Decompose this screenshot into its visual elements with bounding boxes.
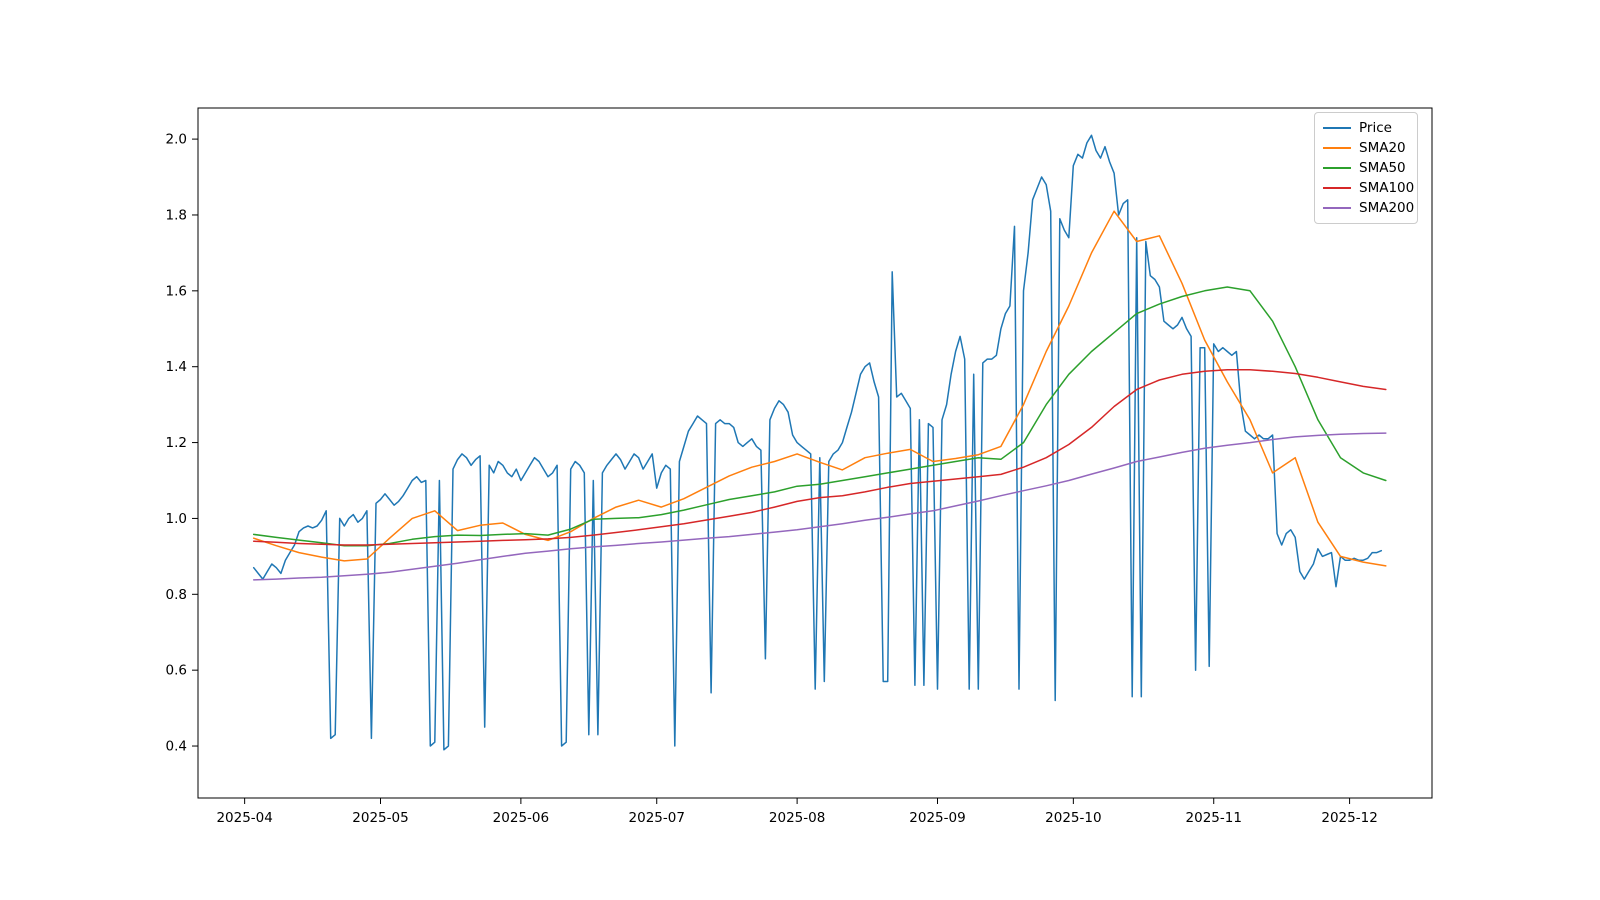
sma50-line-swatch (1323, 167, 1351, 169)
y-tick-label: 1.8 (166, 207, 187, 223)
x-tick-label: 2025-04 (216, 810, 272, 826)
x-tick-label: 2025-07 (629, 810, 685, 826)
x-tick-label: 2025-12 (1321, 810, 1377, 826)
y-tick-label: 1.4 (166, 359, 187, 375)
series-line-price (252, 134, 1383, 751)
series-line-sma200 (252, 432, 1387, 581)
y-tick-label: 0.6 (166, 663, 187, 679)
x-tick-label: 2025-06 (493, 810, 549, 826)
legend-label: Price (1359, 120, 1392, 136)
price-line-swatch (1323, 127, 1351, 129)
sma100-line-swatch (1323, 187, 1351, 189)
legend-label: SMA200 (1359, 200, 1415, 216)
x-tick-label: 2025-05 (352, 810, 408, 826)
x-tick-label: 2025-08 (769, 810, 825, 826)
legend-item: SMA50 (1323, 158, 1409, 178)
series-line-sma20 (252, 210, 1387, 567)
x-tick-label: 2025-10 (1045, 810, 1101, 826)
y-tick-label: 1.6 (166, 283, 187, 299)
series-line-sma100 (252, 368, 1387, 546)
sma200-line-swatch (1323, 207, 1351, 209)
legend-label: SMA100 (1359, 180, 1415, 196)
legend-label: SMA50 (1359, 160, 1406, 176)
y-tick-label: 1.2 (166, 435, 187, 451)
y-tick-label: 1.0 (166, 511, 187, 527)
legend-item: Price (1323, 118, 1409, 138)
y-tick-label: 2.0 (166, 132, 187, 148)
axes-spines (197, 107, 1433, 799)
legend-item: SMA200 (1323, 198, 1414, 218)
legend-item: SMA20 (1323, 138, 1409, 158)
series-line-sma50 (252, 286, 1387, 547)
sma20-line-swatch (1323, 147, 1351, 149)
x-tick-label: 2025-11 (1186, 810, 1242, 826)
legend-label: SMA20 (1359, 140, 1406, 156)
legend-item: SMA100 (1323, 178, 1414, 198)
x-tick-label: 2025-09 (909, 810, 965, 826)
y-tick-label: 0.4 (166, 739, 187, 755)
legend: Price SMA20 SMA50 SMA100 SMA200 (1314, 112, 1418, 224)
y-tick-label: 0.8 (166, 587, 187, 603)
